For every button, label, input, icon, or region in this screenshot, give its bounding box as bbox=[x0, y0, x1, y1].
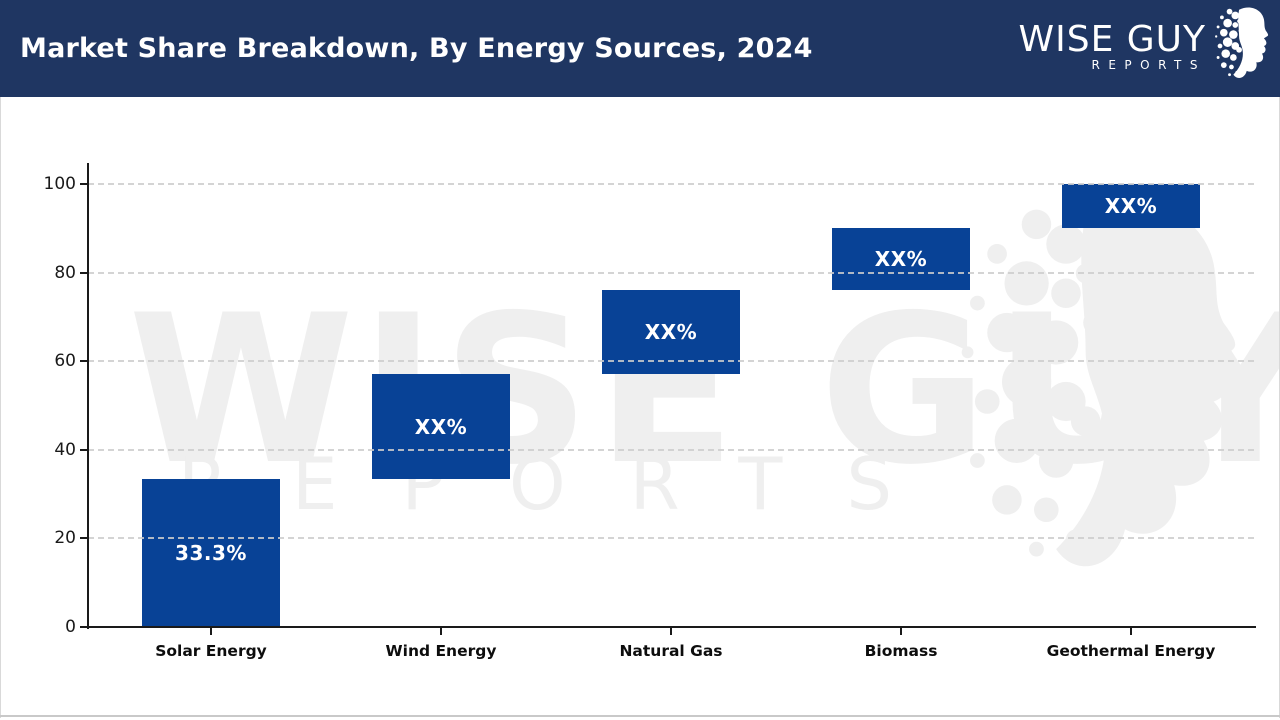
gridline bbox=[88, 448, 1256, 451]
x-axis-category-label: Geothermal Energy bbox=[1046, 641, 1216, 660]
logo-wordmark: WISE GUY REPORTS bbox=[1019, 20, 1207, 72]
gridline bbox=[88, 271, 1256, 274]
chart-title: Market Share Breakdown, By Energy Source… bbox=[20, 33, 813, 64]
logo-wordmark-line1: WISE GUY bbox=[1018, 19, 1206, 61]
y-axis-tick-label: 100 bbox=[43, 174, 76, 194]
left-border bbox=[0, 97, 1, 718]
y-axis-tick-label: 60 bbox=[54, 351, 76, 371]
bar-segment: XX% bbox=[372, 374, 510, 480]
y-axis-tick-label: 80 bbox=[54, 262, 76, 283]
x-axis-category-label: Natural Gas bbox=[619, 641, 723, 660]
x-axis-line bbox=[87, 626, 1256, 628]
watermark-wordmark-line2: REPORTS bbox=[178, 442, 957, 526]
bar-segment: 33.3% bbox=[142, 479, 280, 627]
y-axis-tick bbox=[80, 625, 87, 628]
bar-segment: XX% bbox=[832, 228, 970, 291]
face-profile-dots-icon bbox=[1215, 7, 1269, 78]
x-axis-category-label: Wind Energy bbox=[385, 641, 497, 660]
footer-divider bbox=[0, 715, 1280, 717]
bar-value-label: XX% bbox=[414, 414, 468, 439]
y-axis-tick bbox=[80, 271, 87, 274]
gridline bbox=[88, 183, 1256, 185]
x-axis-tick bbox=[670, 628, 672, 635]
y-axis-tick bbox=[80, 183, 87, 185]
bar-value-label: XX% bbox=[874, 247, 928, 272]
y-axis-line bbox=[87, 163, 89, 629]
x-axis-category-label: Biomass bbox=[864, 641, 938, 660]
brand-logo: WISE GUY REPORTS bbox=[1019, 4, 1273, 88]
y-axis-tick bbox=[80, 360, 87, 362]
y-axis-tick bbox=[80, 537, 87, 539]
watermark-face-profile-dots-icon bbox=[961, 202, 1236, 567]
bar-value-label: XX% bbox=[644, 320, 698, 345]
x-axis-tick bbox=[900, 628, 902, 635]
x-axis-tick bbox=[440, 628, 442, 635]
logo-wordmark-line2: REPORTS bbox=[1091, 57, 1206, 72]
bar-value-label: XX% bbox=[1104, 194, 1158, 219]
y-axis-tick-label: 0 bbox=[65, 616, 76, 637]
x-axis-tick bbox=[1130, 628, 1132, 635]
gridline bbox=[88, 360, 1256, 362]
y-axis-tick bbox=[80, 448, 87, 451]
chart-canvas: WISE GUY REPORTS 33.3% XX% XX% XX% XX% 0 20 40 6… bbox=[0, 97, 1280, 720]
gridline bbox=[88, 537, 1256, 539]
header-bar: Market Share Breakdown, By Energy Source… bbox=[0, 0, 1280, 97]
x-axis-category-label: Solar Energy bbox=[155, 641, 267, 660]
y-axis-tick-label: 20 bbox=[54, 528, 76, 548]
x-axis-tick bbox=[210, 628, 212, 635]
y-axis-tick-label: 40 bbox=[54, 439, 76, 460]
bar-value-label: 33.3% bbox=[175, 540, 247, 565]
bar-segment: XX% bbox=[1062, 184, 1200, 229]
